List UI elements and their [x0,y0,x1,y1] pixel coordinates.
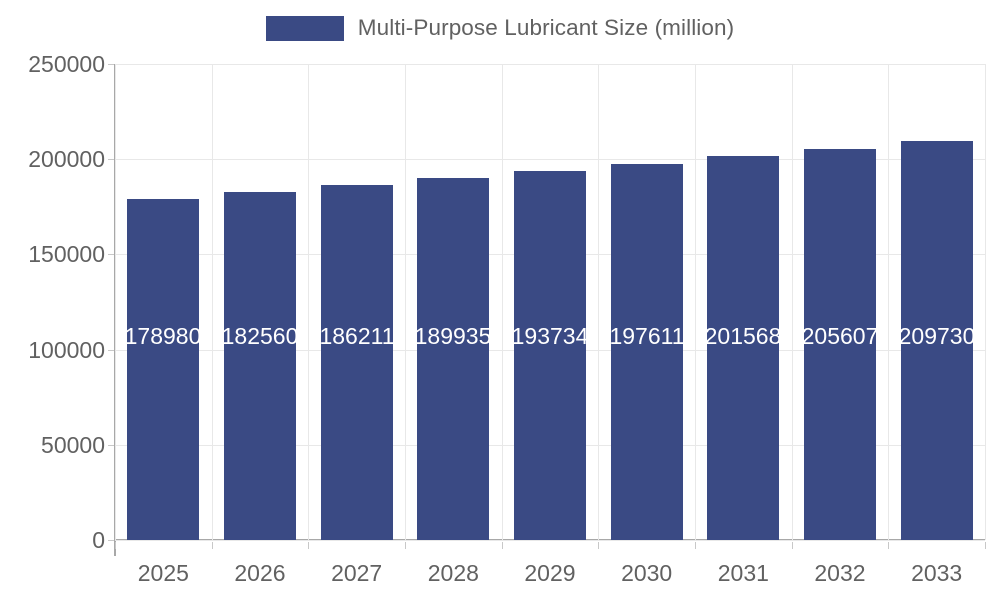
bar[interactable]: 186211 [321,185,393,540]
plot-area: 178980 182560 186211 189935 193734 197611 2015… [115,64,986,541]
gridline-vertical [212,64,213,540]
bar-value-label: 197611 [611,322,683,349]
y-axis-tick-mark [108,349,114,351]
y-axis-tick-label: 50000 [41,431,105,458]
bar[interactable]: 197611 [611,163,683,540]
gridline-vertical [695,64,696,540]
y-axis-tick-mark [108,64,114,65]
x-axis-tick-label: 2032 [814,560,866,586]
x-axis-tick-mark [695,542,696,549]
gridline-vertical [502,64,503,540]
y-axis-tick-label: 250000 [28,51,105,77]
gridline-vertical [985,64,986,540]
x-axis-tick-label: 2029 [524,560,576,586]
legend-label: Multi-Purpose Lubricant Size (million) [357,15,735,40]
bar-value-label: 189935 [417,322,489,349]
gridline-horizontal [115,64,985,65]
x-axis-tick-mark [598,542,599,549]
x-axis-tick-mark [308,542,309,549]
bar[interactable]: 193734 [514,171,586,540]
y-axis-tick-mark [108,159,114,161]
bar-value-label: 205607 [804,322,876,349]
y-axis-tick-mark [108,540,114,541]
y-axis-tick-label: 150000 [28,241,105,268]
bar[interactable]: 182560 [224,192,296,540]
gridline-vertical [405,64,406,540]
gridline-vertical [115,64,116,540]
legend-color-swatch [265,15,344,41]
x-axis-tick-label: 2033 [911,560,963,586]
bar-value-label: 201568 [707,322,779,349]
y-axis-tick-label: 200000 [28,146,105,173]
y-axis-tick-mark [108,254,114,256]
gridline-vertical [888,64,889,540]
y-axis-tick-label: 100000 [28,336,105,363]
bar[interactable]: 209730 [901,140,973,540]
x-axis-tick-label: 2025 [137,560,189,586]
bar[interactable]: 189935 [417,178,489,540]
x-axis-tick-mark [115,542,116,549]
x-axis-tick-label: 2031 [717,560,769,586]
x-axis-tick-label: 2027 [331,560,383,586]
gridline-horizontal [115,540,985,541]
bar[interactable]: 178980 [127,199,199,540]
bar-value-label: 186211 [321,322,393,349]
x-axis-tick-mark [212,542,213,549]
x-axis-tick-label: 2030 [621,560,673,586]
bar[interactable]: 201568 [707,156,779,540]
chart-legend: Multi-Purpose Lubricant Size (million) [0,10,1000,46]
x-axis-tick-mark [405,542,406,549]
x-axis-tick-mark [985,542,986,549]
gridline-vertical [598,64,599,540]
x-axis-tick-label: 2028 [427,560,479,586]
x-axis-tick-mark [888,542,889,549]
bar-value-label: 182560 [224,322,296,349]
bar-value-label: 209730 [901,322,973,349]
x-axis-tick-mark [502,542,503,549]
y-axis-tick-label: 0 [92,527,105,553]
gridline-vertical [792,64,793,540]
bar-value-label: 193734 [514,322,586,349]
bar-value-label: 178980 [127,322,199,349]
x-axis-tick-label: 2026 [234,560,286,586]
x-axis-tick-mark [792,542,793,549]
gridline-horizontal [115,159,985,161]
bar[interactable]: 205607 [804,148,876,540]
y-axis-tick-mark [108,444,114,446]
gridline-vertical [308,64,309,540]
